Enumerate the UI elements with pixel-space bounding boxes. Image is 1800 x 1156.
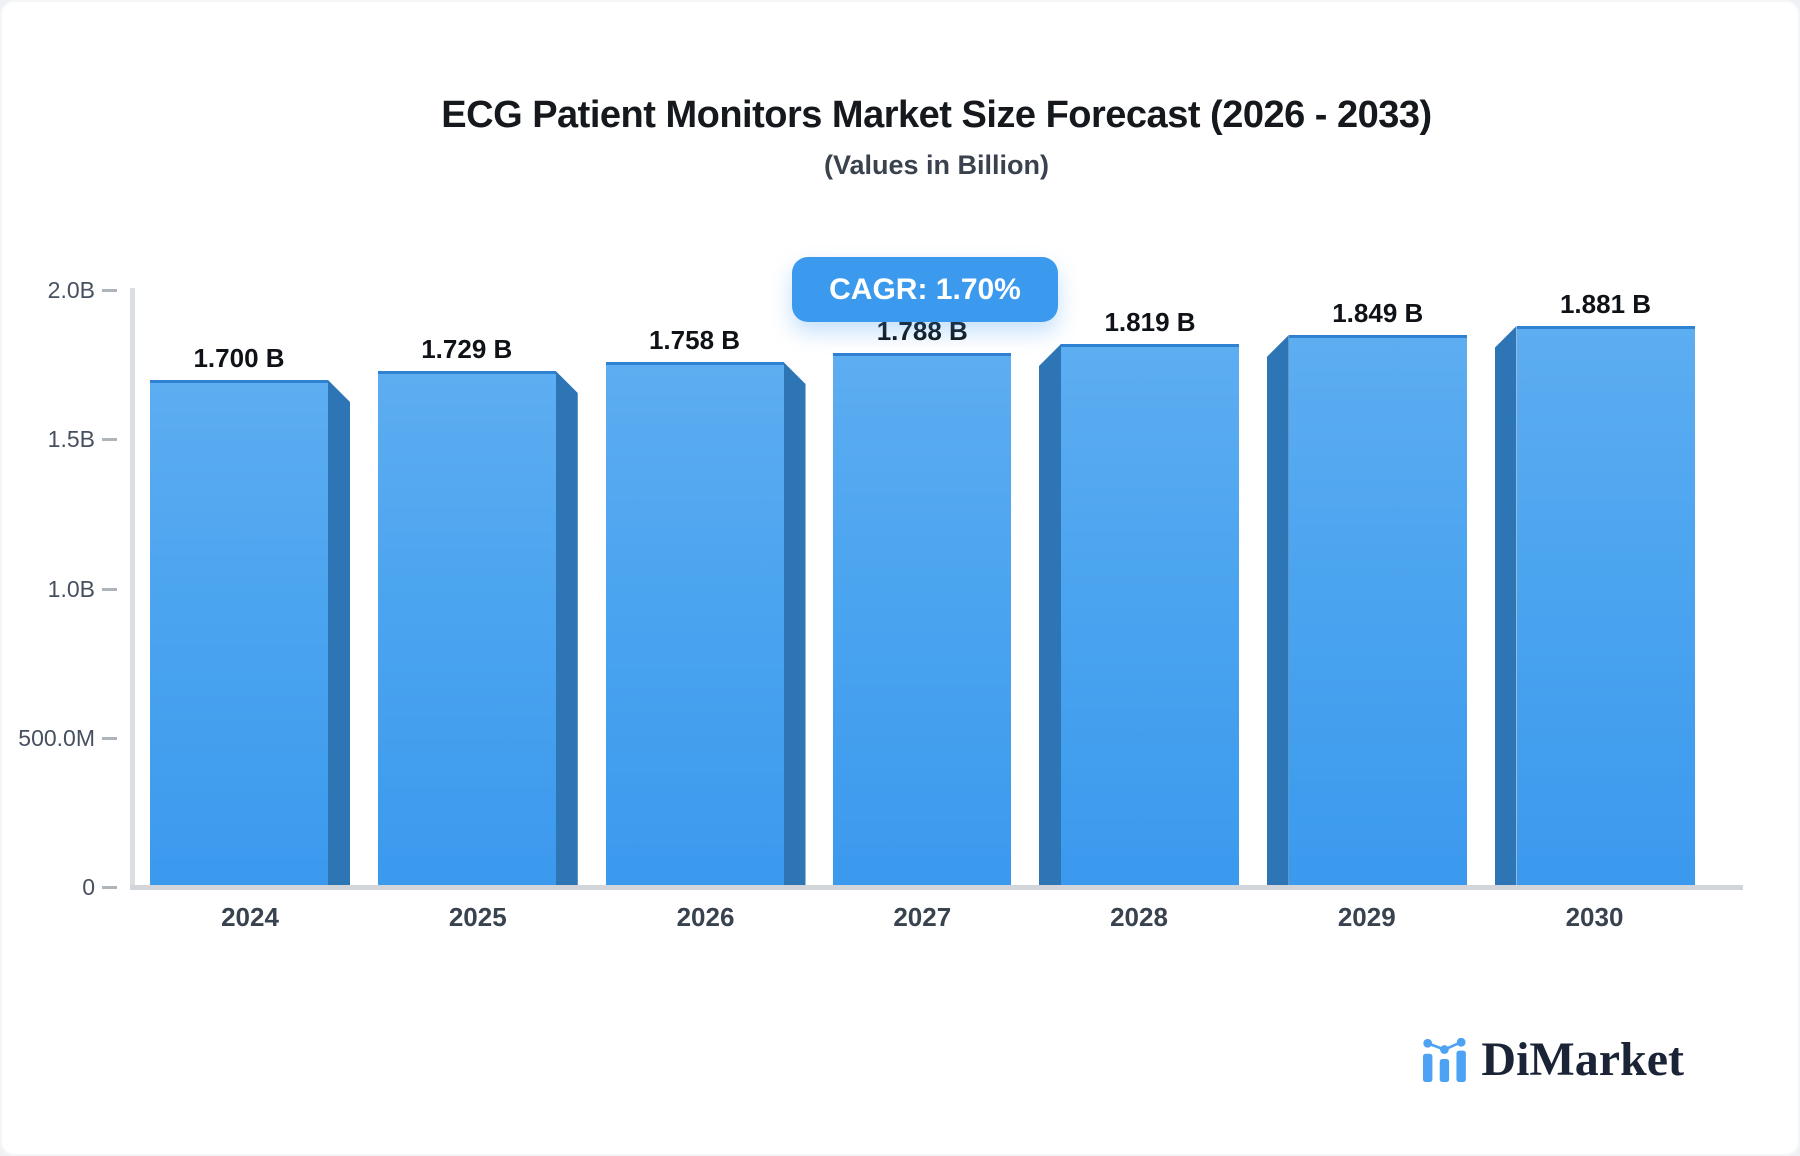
y-axis-tick-label: 2.0B <box>47 277 95 303</box>
x-axis-label: 2024 <box>221 902 279 932</box>
bar-face[interactable] <box>377 371 556 887</box>
bar-value-label: 1.881 B <box>1559 289 1652 319</box>
bar-face[interactable] <box>605 362 784 887</box>
bar-value-label: 1.819 B <box>1104 307 1196 337</box>
page-subtitle: (Values in Billion) <box>823 150 1050 180</box>
y-axis-tick-mark <box>102 886 117 889</box>
x-axis-label: 2029 <box>1337 902 1396 932</box>
bar[interactable]: 1.700 B <box>150 343 350 887</box>
bar[interactable]: 1.788 B <box>833 316 1012 887</box>
bar-face[interactable] <box>1516 326 1695 887</box>
x-axis-label: 2028 <box>1110 902 1168 932</box>
x-axis-label: 2027 <box>893 902 952 932</box>
bar[interactable]: 1.849 B <box>1266 298 1467 887</box>
y-axis-tick-label: 1.0B <box>47 576 95 602</box>
x-axis-label: 2026 <box>676 902 735 932</box>
bar-value-label: 1.729 B <box>421 334 513 364</box>
bar[interactable]: 1.881 B <box>1494 289 1695 887</box>
y-axis-tick-label: 0 <box>82 874 95 900</box>
x-axis-label: 2030 <box>1565 902 1624 932</box>
bar[interactable]: 1.819 B <box>1039 307 1239 887</box>
bar-face[interactable] <box>1288 335 1467 887</box>
bar-value-label: 1.700 B <box>193 343 285 373</box>
y-axis-tick-mark <box>102 737 117 740</box>
bar-face[interactable] <box>833 353 1012 887</box>
y-axis-tick-mark <box>102 588 117 591</box>
y-axis-tick-label: 500.0M <box>18 725 95 751</box>
brand-logo: DiMarket <box>1423 1036 1684 1084</box>
cagr-badge-label: CAGR: 1.70% <box>829 272 1021 306</box>
bar-side <box>1266 335 1289 887</box>
bar-face[interactable] <box>150 380 328 887</box>
bar[interactable]: 1.758 B <box>605 325 806 887</box>
x-axis-label: 2025 <box>448 902 507 932</box>
brand-name: DiMarket <box>1481 1033 1684 1086</box>
bar-value-label: 1.758 B <box>648 325 741 355</box>
bar-side <box>783 362 806 887</box>
bar-face[interactable] <box>1061 344 1239 887</box>
bar-side <box>1039 344 1061 887</box>
bar-side <box>1494 326 1517 887</box>
bar-side <box>328 380 350 887</box>
y-axis-tick-mark <box>102 289 117 292</box>
y-axis-line <box>130 288 135 890</box>
x-axis-line <box>130 885 1743 890</box>
cagr-badge: CAGR: 1.70% <box>792 257 1058 322</box>
y-axis-tick-mark <box>102 438 117 441</box>
page-title: ECG Patient Monitors Market Size Forecas… <box>441 94 1432 136</box>
bar-chart-logo-icon <box>1423 1038 1467 1082</box>
bar[interactable]: 1.729 B <box>377 334 578 887</box>
y-axis-tick-label: 1.5B <box>47 426 95 452</box>
bar-side <box>555 371 578 887</box>
bar-value-label: 1.849 B <box>1332 298 1424 328</box>
